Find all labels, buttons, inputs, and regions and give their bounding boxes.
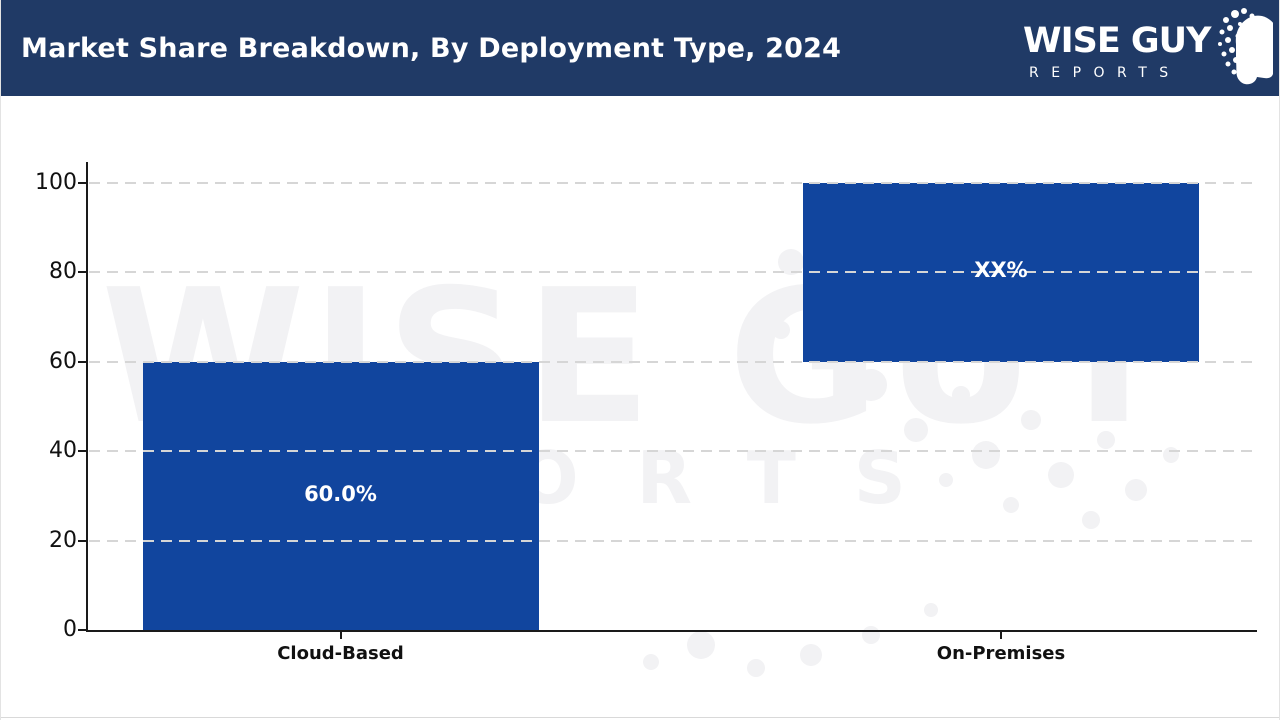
y-tick-label: 100 bbox=[35, 170, 77, 195]
x-category-label: Cloud-Based bbox=[277, 643, 404, 664]
logo-wordmark: WISE GUY bbox=[1023, 21, 1212, 61]
y-axis-line bbox=[86, 162, 88, 632]
y-axis-tick bbox=[78, 450, 86, 453]
y-tick-label: 0 bbox=[63, 617, 77, 642]
gridline bbox=[89, 271, 1257, 274]
x-axis-tick bbox=[339, 632, 342, 639]
y-axis-tick bbox=[78, 360, 86, 363]
wise-guy-reports-logo: WISE GUY REPORTS bbox=[1021, 6, 1279, 94]
x-axis-tick bbox=[1000, 632, 1002, 639]
logo-subtitle: REPORTS bbox=[1029, 65, 1181, 81]
gridline bbox=[89, 450, 1257, 453]
bar bbox=[142, 361, 539, 630]
x-axis-line bbox=[86, 630, 1257, 632]
head-profile-icon bbox=[1218, 8, 1279, 85]
y-tick-label: 60 bbox=[49, 348, 77, 374]
bar-value-label: XX% bbox=[974, 258, 1028, 283]
y-tick-label: 20 bbox=[49, 527, 77, 553]
gridline bbox=[89, 539, 1257, 542]
page-title: Market Share Breakdown, By Deployment Ty… bbox=[21, 32, 842, 64]
y-axis-tick bbox=[78, 629, 86, 631]
card-bottom-border bbox=[1, 717, 1279, 718]
y-tick-label: 80 bbox=[49, 259, 77, 285]
y-axis-tick bbox=[78, 539, 86, 542]
y-axis-tick bbox=[78, 182, 86, 184]
bar-value-label: 60.0% bbox=[304, 481, 377, 506]
y-axis-tick bbox=[78, 271, 86, 274]
gridline bbox=[89, 360, 1257, 363]
y-tick-label: 40 bbox=[49, 438, 77, 464]
header-bar: Market Share Breakdown, By Deployment Ty… bbox=[1, 0, 1279, 96]
x-category-label: On-Premises bbox=[936, 643, 1066, 664]
gridline bbox=[89, 182, 1257, 184]
